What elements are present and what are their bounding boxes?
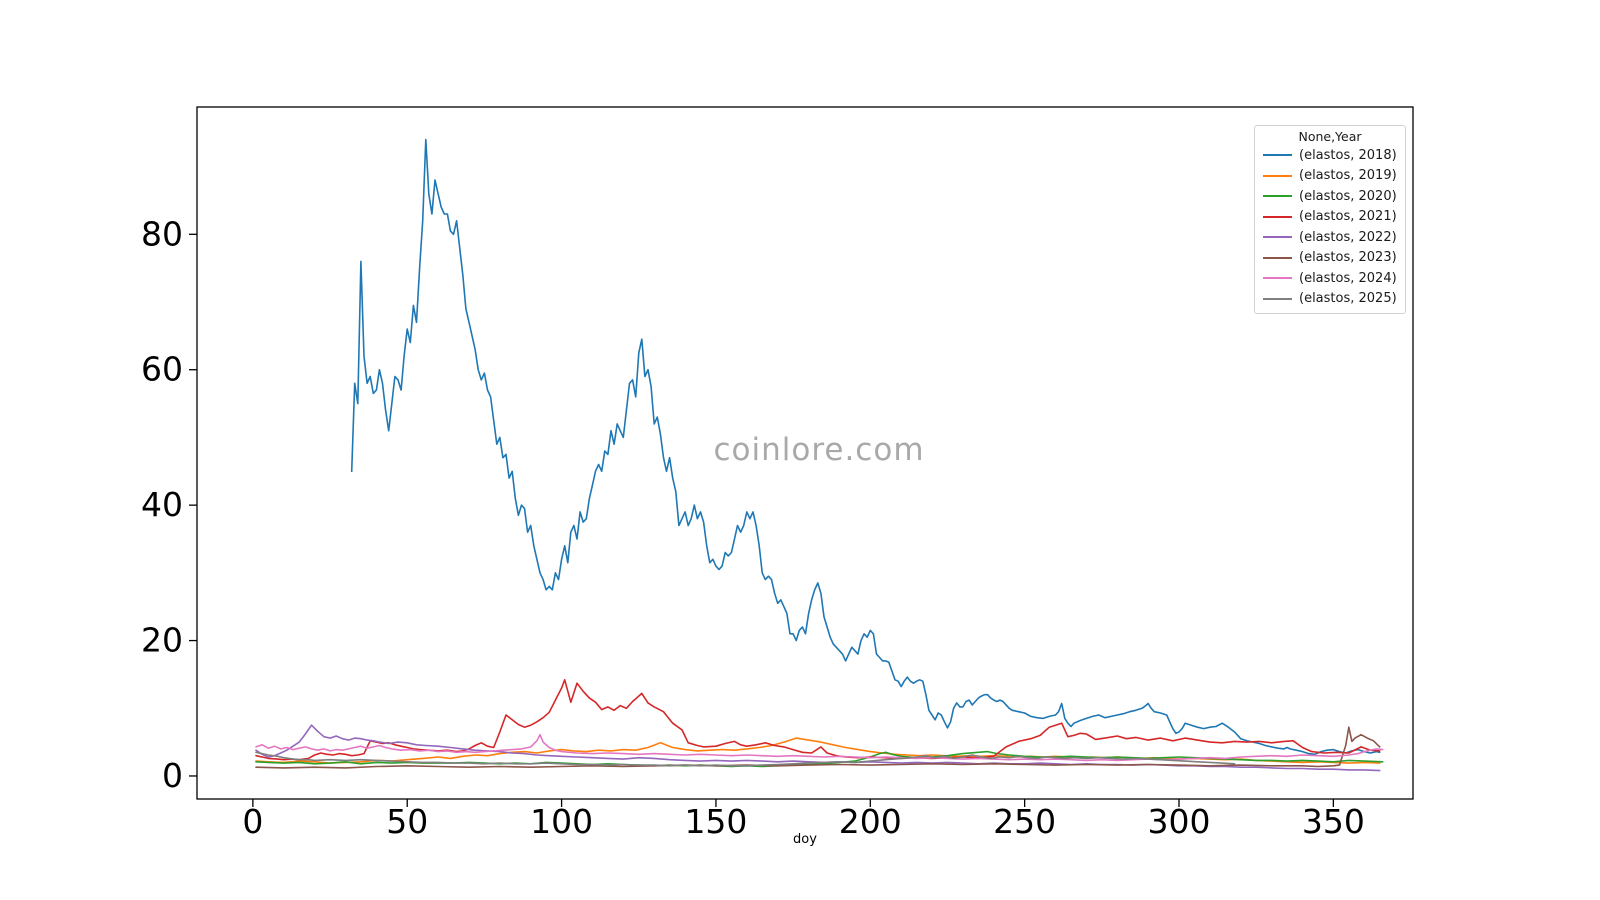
- series-line-2021: [255, 678, 1381, 761]
- legend-line-swatch: [1263, 154, 1292, 157]
- legend-entry-2022: (elastos, 2022): [1255, 227, 1405, 248]
- legend-entries: (elastos, 2018) (elastos, 2019) (elastos, …: [1255, 145, 1405, 309]
- legend-box: None,Year (elastos, 2018) (elastos, 2019)…: [1254, 125, 1406, 314]
- legend-entry-label: (elastos, 2021): [1299, 209, 1397, 225]
- x-tick-label: 50: [386, 802, 428, 841]
- legend-entry-2021: (elastos, 2021): [1255, 207, 1405, 228]
- legend-line-swatch: [1263, 174, 1292, 177]
- series-line-2018: [350, 138, 1381, 756]
- x-tick-label: 300: [1147, 802, 1210, 841]
- x-tick-label: 200: [839, 802, 902, 841]
- legend-entry-label: (elastos, 2019): [1299, 168, 1397, 184]
- y-tick-label: 60: [141, 350, 183, 389]
- y-tick-label: 40: [141, 485, 183, 524]
- legend-entry-label: (elastos, 2024): [1299, 270, 1397, 286]
- legend-line-swatch: [1263, 297, 1292, 300]
- legend-entry-label: (elastos, 2025): [1299, 291, 1397, 307]
- legend-entry-2023: (elastos, 2023): [1255, 248, 1405, 269]
- series-line-2024: [255, 733, 1384, 762]
- legend-entry-label: (elastos, 2018): [1299, 147, 1397, 163]
- y-tick-label: 0: [162, 756, 183, 795]
- legend-line-swatch: [1263, 277, 1292, 280]
- legend-entry-label: (elastos, 2020): [1299, 188, 1397, 204]
- legend-entry-2019: (elastos, 2019): [1255, 166, 1405, 187]
- legend-line-swatch: [1263, 215, 1292, 218]
- x-axis-label: doy: [793, 832, 817, 847]
- x-tick-label: 350: [1302, 802, 1365, 841]
- legend-line-swatch: [1263, 236, 1292, 239]
- x-tick-label: 250: [993, 802, 1056, 841]
- legend-entry-2018: (elastos, 2018): [1255, 145, 1405, 166]
- y-tick-label: 80: [141, 214, 183, 253]
- plot-border: [196, 106, 1414, 800]
- legend-entry-2025: (elastos, 2025): [1255, 289, 1405, 310]
- legend-entry-label: (elastos, 2022): [1299, 229, 1397, 245]
- x-tick-label: 100: [530, 802, 593, 841]
- legend-entry-label: (elastos, 2023): [1299, 250, 1397, 266]
- x-tick-label: 0: [242, 802, 263, 841]
- y-tick-label: 20: [141, 621, 183, 660]
- series-line-2025: [255, 751, 1236, 767]
- legend-line-swatch: [1263, 256, 1292, 259]
- legend-title: None,Year: [1298, 129, 1362, 144]
- legend-entry-2024: (elastos, 2024): [1255, 268, 1405, 289]
- x-tick-label: 150: [684, 802, 747, 841]
- legend-entry-2020: (elastos, 2020): [1255, 186, 1405, 207]
- legend-line-swatch: [1263, 195, 1292, 198]
